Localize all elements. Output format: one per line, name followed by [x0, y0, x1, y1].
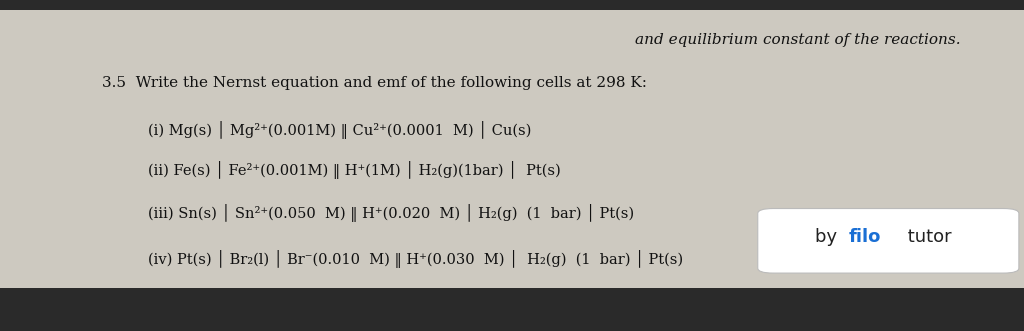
Bar — [0, 10, 1024, 288]
Text: (iv) Pt(s) │ Br₂(l) │ Br⁻(0.010  M) ‖ H⁺(0.030  M) │  H₂(g)  (1  bar) │ Pt(s): (iv) Pt(s) │ Br₂(l) │ Br⁻(0.010 M) ‖ H⁺(… — [148, 250, 684, 268]
Text: filo: filo — [848, 228, 881, 247]
Text: 3.5  Write the Nernst equation and emf of the following cells at 298 K:: 3.5 Write the Nernst equation and emf of… — [102, 76, 647, 90]
Text: (iii) Sn(s) │ Sn²⁺(0.050  M) ‖ H⁺(0.020  M) │ H₂(g)  (1  bar) │ Pt(s): (iii) Sn(s) │ Sn²⁺(0.050 M) ‖ H⁺(0.020 M… — [148, 204, 635, 221]
Text: by: by — [815, 228, 843, 247]
FancyBboxPatch shape — [758, 209, 1019, 273]
Text: and equilibrium constant of the reactions.: and equilibrium constant of the reaction… — [635, 33, 961, 47]
Text: (ii) Fe(s) │ Fe²⁺(0.001M) ‖ H⁺(1M) │ H₂(g)(1bar) │  Pt(s): (ii) Fe(s) │ Fe²⁺(0.001M) ‖ H⁺(1M) │ H₂(… — [148, 161, 561, 178]
Text: tutor: tutor — [902, 228, 951, 247]
Text: (i) Mg(s) │ Mg²⁺(0.001M) ‖ Cu²⁺(0.0001  M) │ Cu(s): (i) Mg(s) │ Mg²⁺(0.001M) ‖ Cu²⁺(0.0001 M… — [148, 121, 531, 139]
